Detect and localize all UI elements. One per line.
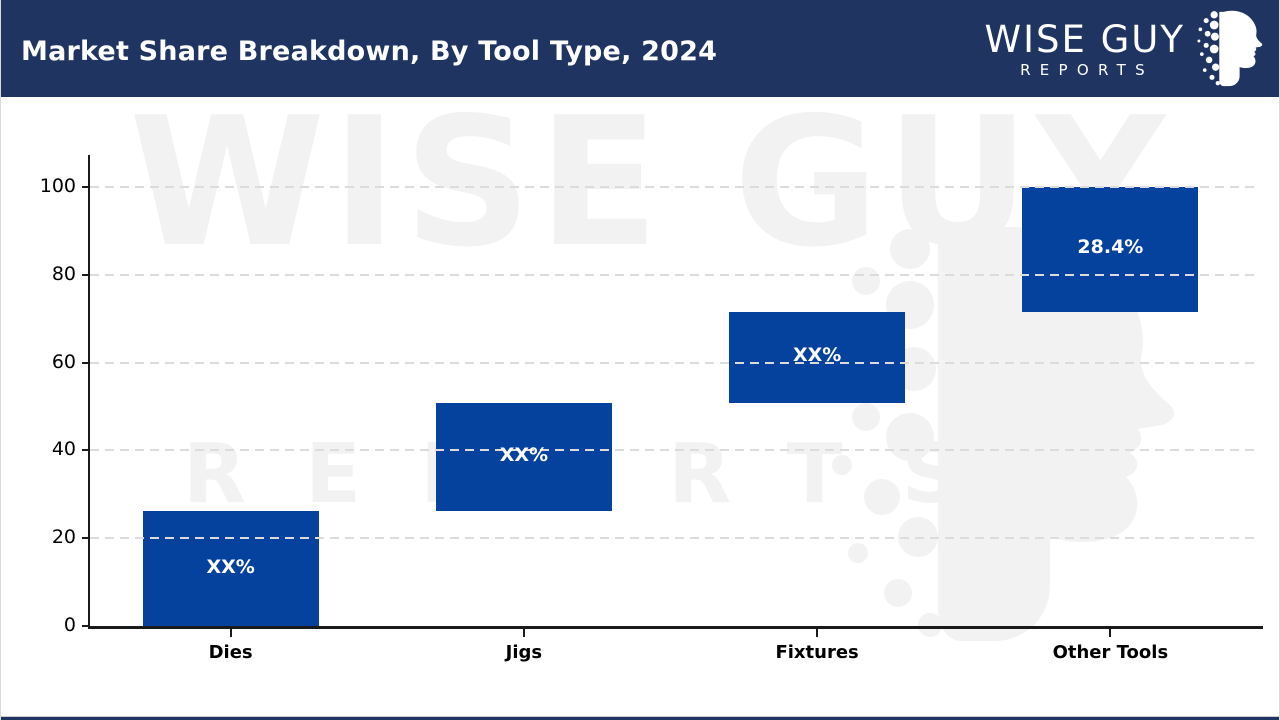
x-tick-0 (229, 629, 232, 637)
bar-value-label: 28.4% (1077, 236, 1144, 259)
x-axis-spine (88, 626, 1263, 629)
y-tick-80 (82, 273, 90, 276)
wiseguy-head-icon (1197, 10, 1263, 87)
y-tick-label-0: 0 (63, 614, 76, 636)
x-category-label: Jigs (505, 642, 543, 663)
wiseguy-logo-text: WISE GUY REPORTS (984, 17, 1185, 79)
bar-value-label: XX% (792, 344, 842, 367)
report-header: Market Share Breakdown, By Tool Type, 20… (1, 0, 1279, 97)
gridline-100 (90, 186, 1257, 189)
bar-jigs (435, 402, 612, 512)
bar-value-label: XX% (499, 444, 549, 466)
footer-strip (1, 717, 1279, 720)
y-tick-0 (82, 625, 90, 627)
waterfall-chart: WISE GUY REPORTS 020406080100XX%DiesXX%J… (1, 79, 1279, 715)
x-tick-2 (816, 629, 819, 637)
bar-fixtures (729, 311, 906, 403)
y-tick-label-60: 60 (51, 350, 76, 373)
x-tick-1 (522, 629, 525, 637)
y-tick-60 (82, 361, 90, 364)
gridline-80 (90, 273, 1257, 276)
page-title: Market Share Breakdown, By Tool Type, 20… (21, 36, 718, 67)
x-category-label: Fixtures (775, 642, 859, 663)
y-axis-spine (88, 155, 90, 629)
bottom-hairline (1, 716, 1279, 717)
y-tick-label-100: 100 (39, 175, 76, 198)
y-tick-40 (82, 449, 90, 452)
bar-value-label: XX% (206, 555, 255, 578)
wiseguy-logo: WISE GUY REPORTS (985, 8, 1267, 90)
y-tick-100 (82, 186, 90, 189)
x-tick-3 (1109, 629, 1112, 637)
y-tick-20 (82, 537, 90, 540)
gridline-40 (90, 449, 1257, 452)
bar-other-tools (1022, 187, 1199, 312)
x-category-label: Dies (208, 642, 253, 663)
wiseguy-logo-line1: WISE GUY (984, 17, 1185, 61)
gridline-20 (90, 537, 1257, 540)
x-category-label: Other Tools (1052, 642, 1169, 663)
gridline-60 (90, 361, 1257, 364)
y-tick-label-40: 40 (51, 438, 76, 461)
y-tick-label-20: 20 (51, 526, 76, 549)
wiseguy-logo-line2: REPORTS (1020, 60, 1154, 79)
y-tick-label-80: 80 (51, 262, 76, 285)
plot-area: 0 20 40 60 80 100 XX% Dies XX% Jigs XX% Fixtures 28.… (1, 97, 1279, 715)
bar-dies (142, 511, 319, 626)
